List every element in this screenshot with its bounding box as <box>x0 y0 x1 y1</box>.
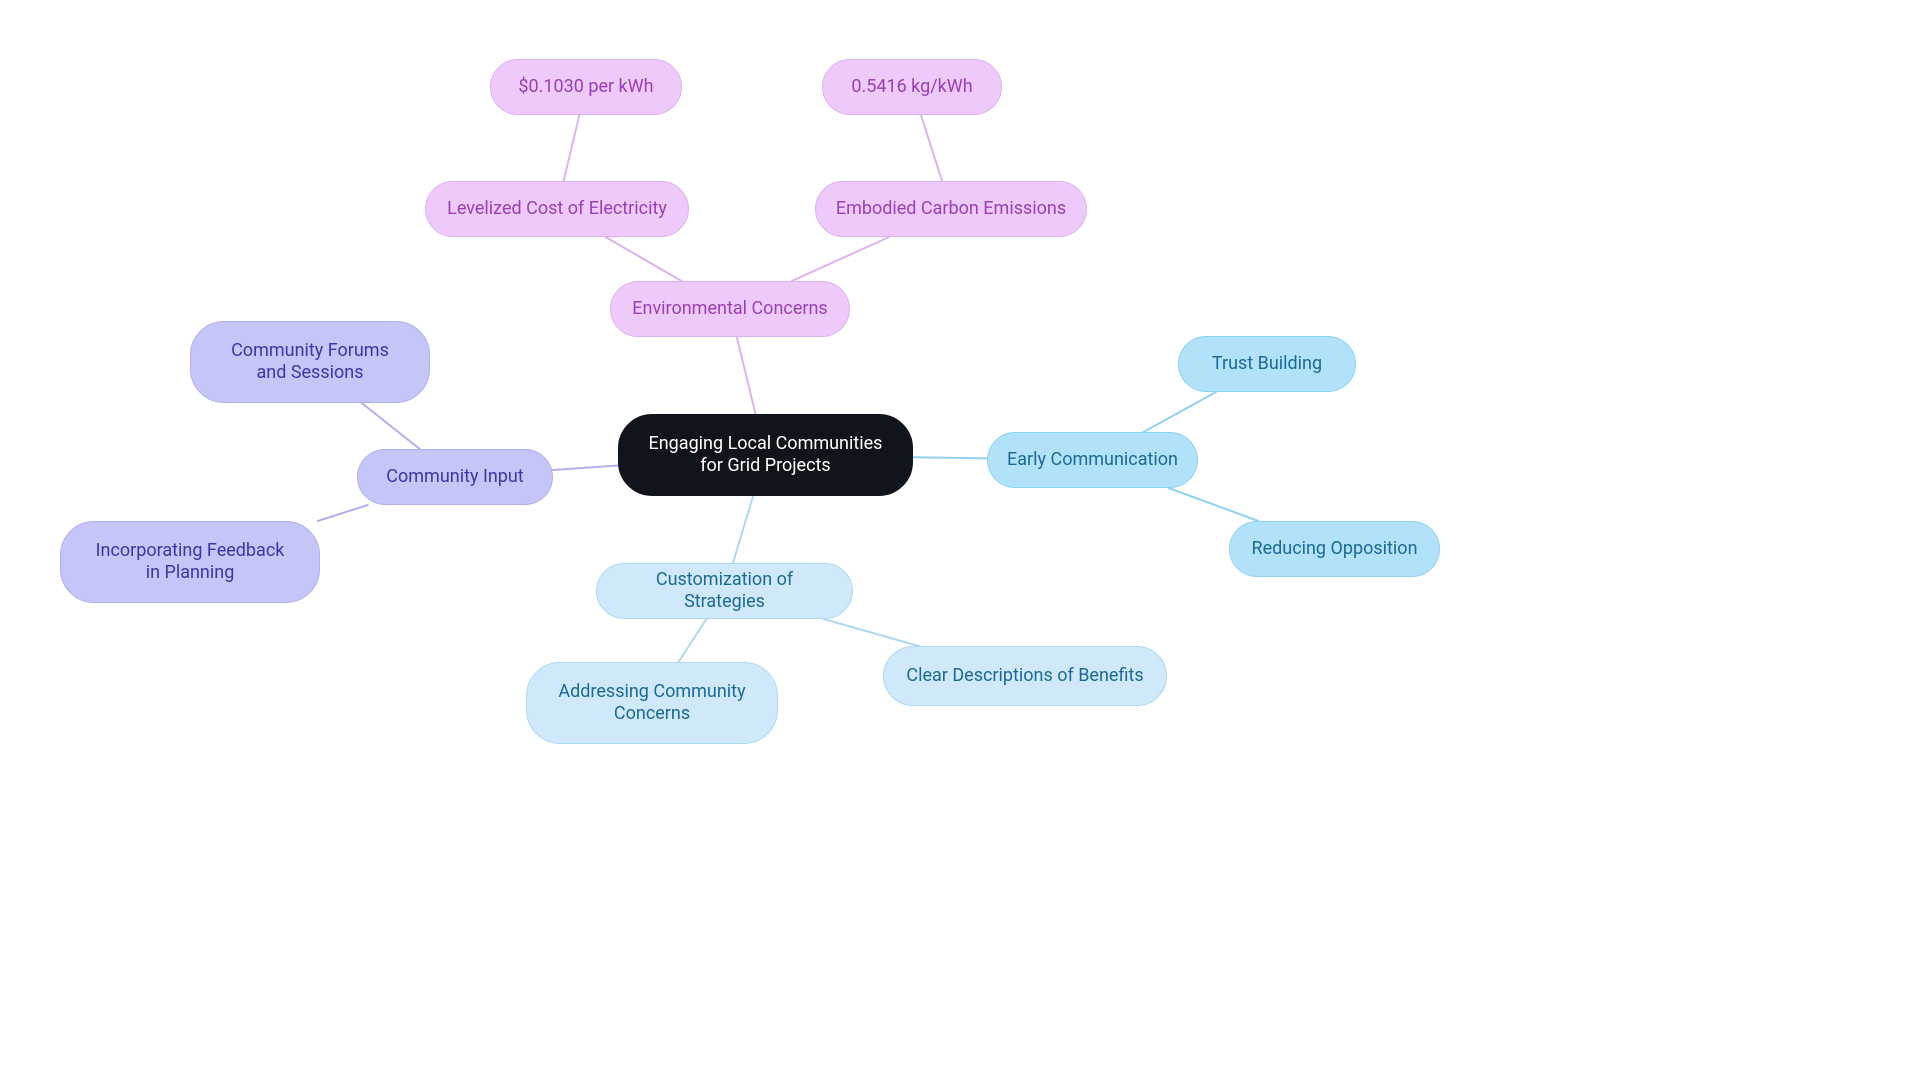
node-incorporating-feedback: Incorporating Feedback in Planning <box>60 521 320 603</box>
node-reducing-opposition: Reducing Opposition <box>1229 521 1440 577</box>
node-community-forums: Community Forums and Sessions <box>190 321 430 403</box>
node-addressing-concerns: Addressing Community Concerns <box>526 662 778 744</box>
node-label: Levelized Cost of Electricity <box>447 198 667 221</box>
node-label: Community Input <box>386 466 523 489</box>
node-environmental-concerns: Environmental Concerns <box>610 281 850 337</box>
node-community-input: Community Input <box>357 449 553 505</box>
node-lcoe: Levelized Cost of Electricity <box>425 181 689 237</box>
node-lcoe-value: $0.1030 per kWh <box>490 59 682 115</box>
node-center: Engaging Local Communities for Grid Proj… <box>618 414 913 496</box>
node-clear-benefits: Clear Descriptions of Benefits <box>883 646 1167 706</box>
node-label: Engaging Local Communities for Grid Proj… <box>645 433 886 478</box>
mindmap-canvas: Engaging Local Communities for Grid Proj… <box>0 0 1920 1083</box>
node-embodied-value: 0.5416 kg/kWh <box>822 59 1002 115</box>
node-label: Trust Building <box>1212 353 1322 376</box>
node-label: $0.1030 per kWh <box>518 76 653 99</box>
node-label: Embodied Carbon Emissions <box>836 198 1066 221</box>
node-label: Reducing Opposition <box>1251 538 1417 561</box>
node-label: Early Communication <box>1007 449 1178 472</box>
node-embodied-carbon: Embodied Carbon Emissions <box>815 181 1087 237</box>
node-label: Incorporating Feedback in Planning <box>87 540 293 585</box>
node-label: Clear Descriptions of Benefits <box>906 665 1143 688</box>
node-label: Environmental Concerns <box>632 298 827 321</box>
node-label: Addressing Community Concerns <box>553 681 751 726</box>
node-trust-building: Trust Building <box>1178 336 1356 392</box>
node-label: 0.5416 kg/kWh <box>851 76 972 99</box>
node-customization-strategies: Customization of Strategies <box>596 563 853 619</box>
node-early-communication: Early Communication <box>987 432 1198 488</box>
node-label: Customization of Strategies <box>615 569 834 614</box>
node-label: Community Forums and Sessions <box>217 340 403 385</box>
